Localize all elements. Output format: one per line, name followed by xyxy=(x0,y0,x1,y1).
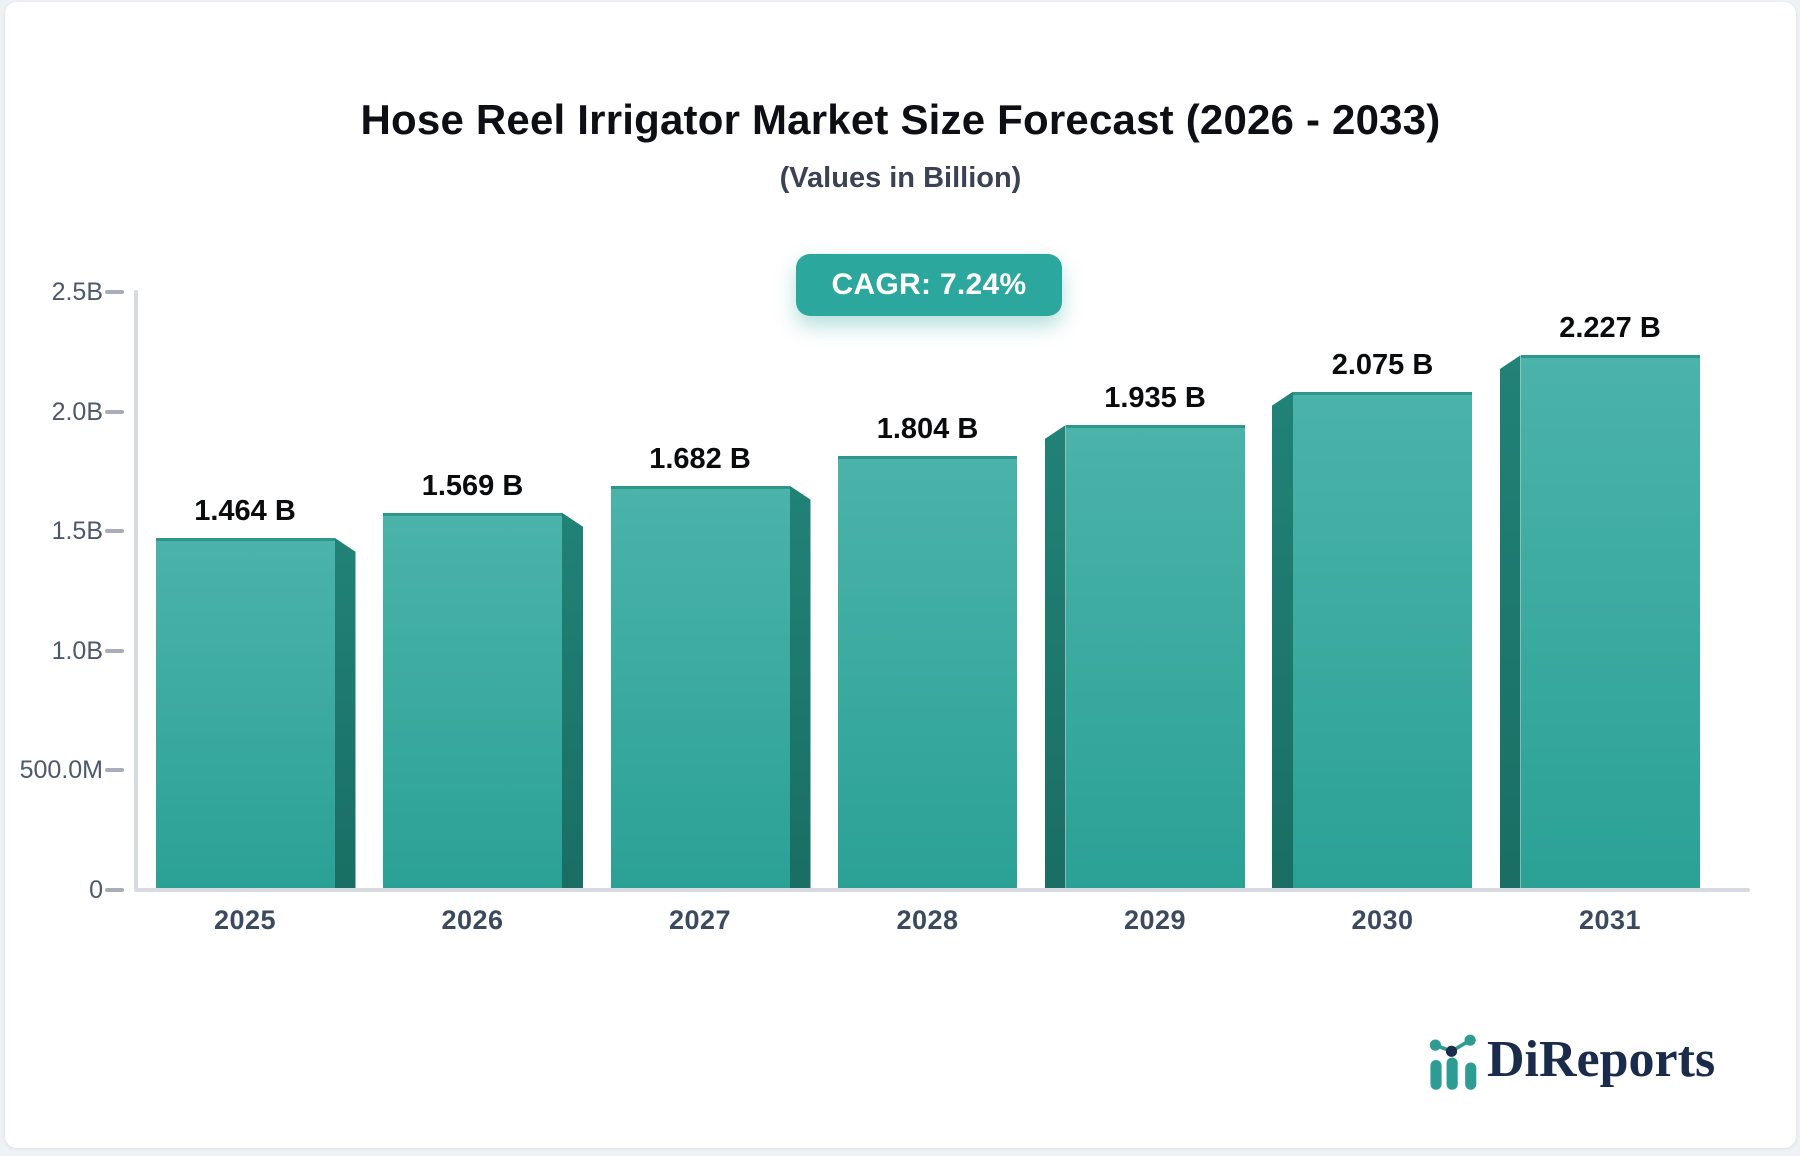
x-axis-label-2025: 2025 xyxy=(213,905,277,935)
chart-card: Hose Reel Irrigator Market Size Forecast… xyxy=(5,2,1796,1148)
bar-side-bevel xyxy=(562,512,583,888)
bar-value-label: 1.464 B xyxy=(194,494,296,527)
bar-value-label: 2.075 B xyxy=(1331,348,1434,381)
bar-value-label: 1.935 B xyxy=(1104,382,1206,415)
y-tick-label: 1.0B xyxy=(51,636,103,665)
x-axis-label-2027: 2027 xyxy=(668,905,732,935)
bar-2030 xyxy=(1293,391,1472,888)
bar-value-label: 1.569 B xyxy=(421,469,524,502)
x-axis-line xyxy=(134,888,1750,892)
y-tick-label: 2.5B xyxy=(51,278,103,306)
bar-side-bevel xyxy=(334,537,356,888)
bar-side-bevel xyxy=(1044,425,1066,888)
x-axis-label-2029: 2029 xyxy=(1123,905,1187,935)
x-axis-label-2030: 2030 xyxy=(1351,905,1414,935)
y-tick-mark xyxy=(105,648,124,653)
y-tick-mark xyxy=(105,768,124,773)
bar-side-bevel xyxy=(1499,355,1521,888)
bar-2031 xyxy=(1520,355,1700,888)
y-tick-label: 0 xyxy=(89,876,103,904)
y-tick-label: 1.5B xyxy=(51,517,103,546)
y-tick-mark xyxy=(105,290,124,294)
y-tick-mark xyxy=(105,888,124,892)
direports-logo-icon xyxy=(1429,1034,1477,1090)
y-tick-label: 500.0M xyxy=(19,756,103,785)
y-tick-mark xyxy=(105,409,124,414)
chart-subtitle: (Values in Billion) xyxy=(779,162,1022,194)
bar-2026 xyxy=(383,512,562,888)
x-axis-label-2028: 2028 xyxy=(896,905,959,935)
y-tick-label: 2.0B xyxy=(51,397,103,426)
direports-logo-text: DiReports xyxy=(1487,1031,1716,1088)
bar-2027 xyxy=(610,485,790,888)
bar-value-label: 1.804 B xyxy=(876,413,979,446)
bar-2029 xyxy=(1065,425,1245,888)
bar-side-bevel xyxy=(789,485,811,888)
x-axis-label-2026: 2026 xyxy=(441,905,504,935)
x-axis-label-2031: 2031 xyxy=(1578,905,1642,935)
y-tick-mark xyxy=(105,529,124,534)
bar-2025 xyxy=(155,537,335,888)
cagr-badge-label: CAGR: 7.24% xyxy=(831,268,1027,301)
bar-side-bevel xyxy=(1272,391,1293,888)
cagr-badge: CAGR: 7.24% xyxy=(796,254,1062,316)
bar-value-label: 1.682 B xyxy=(649,442,751,475)
y-axis-line xyxy=(134,290,138,890)
bar-2028 xyxy=(838,456,1017,888)
chart-title: Hose Reel Irrigator Market Size Forecast… xyxy=(360,96,1441,143)
bar-value-label: 2.227 B xyxy=(1559,312,1661,345)
direports-logo: DiReports xyxy=(1423,1030,1715,1090)
